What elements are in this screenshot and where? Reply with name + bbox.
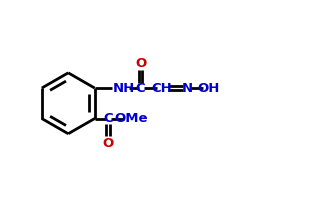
Text: N: N: [182, 82, 193, 95]
Text: CH: CH: [151, 82, 172, 95]
Text: OMe: OMe: [115, 112, 148, 125]
Text: NH: NH: [112, 82, 135, 95]
Text: O: O: [135, 57, 146, 70]
Text: OH: OH: [197, 82, 219, 95]
Text: C: C: [103, 112, 113, 125]
Text: O: O: [103, 137, 114, 150]
Text: C: C: [136, 82, 145, 95]
